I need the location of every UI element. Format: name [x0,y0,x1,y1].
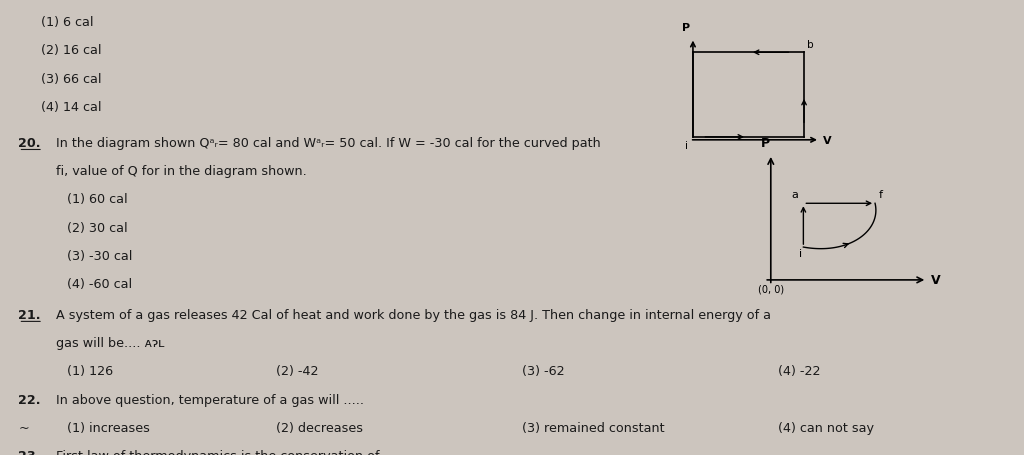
Text: V: V [823,136,831,146]
Text: (2) 30 cal: (2) 30 cal [67,221,127,234]
Text: (1) 60 cal: (1) 60 cal [67,193,127,206]
Text: (1) 6 cal: (1) 6 cal [41,16,93,29]
Text: i: i [799,249,802,259]
Text: (4) can not say: (4) can not say [778,421,874,434]
Text: i: i [685,141,688,151]
Text: 20.: 20. [18,136,41,150]
Text: (4) -22: (4) -22 [778,364,821,378]
Text: (3) remained constant: (3) remained constant [522,421,665,434]
Text: (3) -62: (3) -62 [522,364,565,378]
Text: First law of thermodynamics is the conservation of....: First law of thermodynamics is the conse… [56,449,395,455]
Text: (4) -60 cal: (4) -60 cal [67,278,132,291]
Text: fi, value of Q for in the diagram shown.: fi, value of Q for in the diagram shown. [56,165,307,178]
Text: (3) 66 cal: (3) 66 cal [41,72,101,86]
Text: (2) 16 cal: (2) 16 cal [41,44,101,57]
Text: 21.: 21. [18,308,41,321]
Text: (2) -42: (2) -42 [276,364,319,378]
Text: a: a [792,190,799,200]
Text: (1) increases: (1) increases [67,421,150,434]
Text: V: V [931,274,940,287]
Text: A system of a gas releases 42 Cal of heat and work done by the gas is 84 J. Then: A system of a gas releases 42 Cal of hea… [56,308,771,321]
Text: In the diagram shown Qᵃᵣ= 80 cal and Wᵃᵣ= 50 cal. If W = -30 cal for the curved : In the diagram shown Qᵃᵣ= 80 cal and Wᵃᵣ… [56,136,601,150]
Text: In above question, temperature of a gas will .....: In above question, temperature of a gas … [56,393,365,406]
Text: (0, 0): (0, 0) [758,284,783,294]
Text: P: P [761,136,770,149]
Text: 22.: 22. [18,393,41,406]
Text: (2) decreases: (2) decreases [276,421,364,434]
Text: 23.: 23. [18,449,41,455]
Text: (4) 14 cal: (4) 14 cal [41,101,101,114]
Text: ~: ~ [18,421,29,434]
Text: (3) -30 cal: (3) -30 cal [67,249,132,263]
Text: gas will be.... ᴀɂʟ: gas will be.... ᴀɂʟ [56,336,165,349]
Text: f: f [879,190,883,200]
Text: P: P [682,23,690,33]
Text: b: b [807,40,814,50]
Text: (1) 126: (1) 126 [67,364,113,378]
